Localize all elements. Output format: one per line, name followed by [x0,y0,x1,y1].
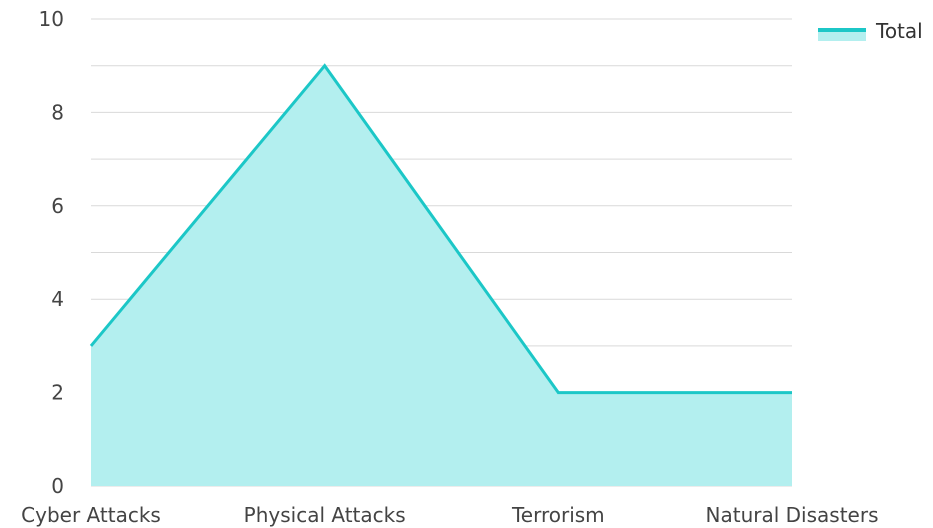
y-tick-label: 4 [51,287,64,311]
area-fill-total [91,65,792,486]
y-tick-label: 10 [39,7,64,31]
y-tick-label: 6 [51,194,64,218]
y-axis-ticks: 0 2 4 6 8 10 [39,7,64,498]
legend[interactable]: Total [818,19,923,43]
series-line-total [89,63,792,395]
x-tick-label: Cyber Attacks [21,503,161,527]
x-tick-label: Physical Attacks [244,503,406,527]
x-tick-label: Terrorism [511,503,605,527]
area-series [91,65,792,486]
legend-label-total: Total [875,19,923,43]
y-tick-label: 0 [51,474,64,498]
line-series [89,63,792,395]
x-axis-ticks: Cyber Attacks Physical Attacks Terrorism Na… [21,503,878,527]
y-tick-label: 2 [51,381,64,405]
y-tick-label: 8 [51,100,64,124]
x-tick-label: Natural Disasters [706,503,879,527]
